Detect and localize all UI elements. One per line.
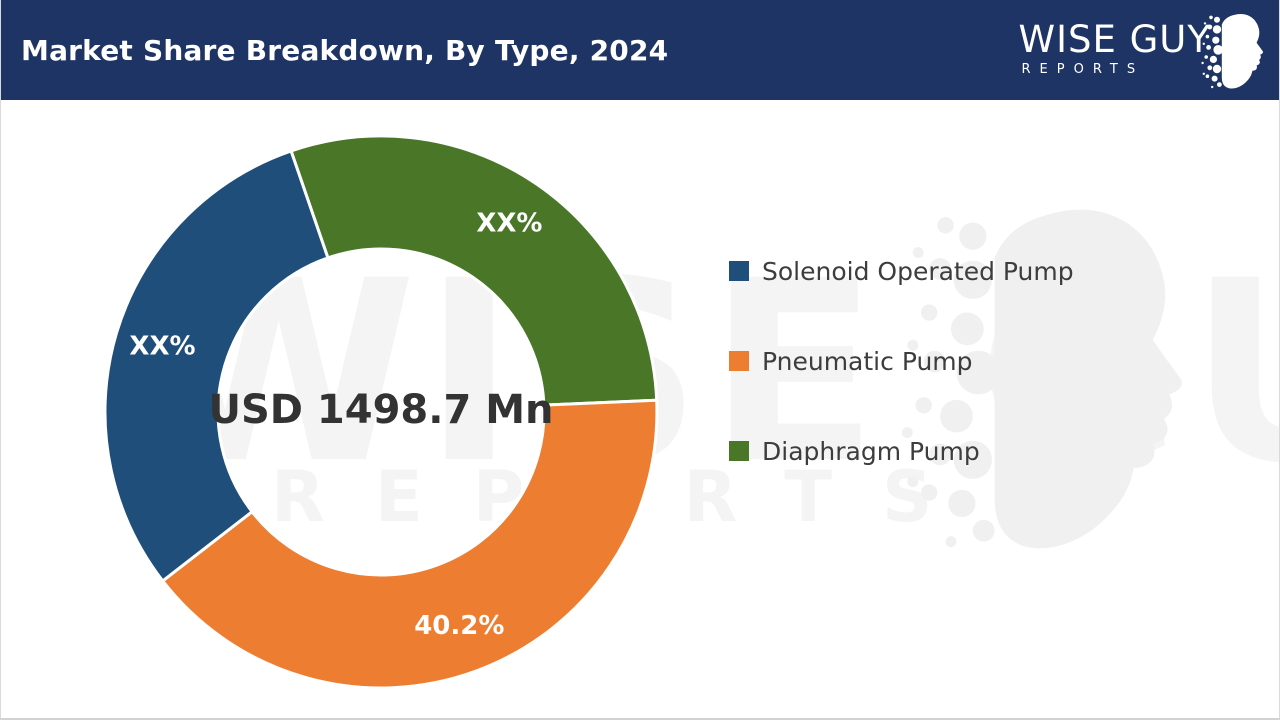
donut-center-value: USD 1498.7 Mn — [208, 387, 554, 433]
legend-swatch-green — [729, 441, 749, 461]
wise-guy-logo: WISE GUY REPORTS — [1019, 7, 1265, 93]
donut-slice-diaphragm-pump[interactable] — [289, 134, 659, 407]
legend-label: Solenoid Operated Pump — [762, 256, 1074, 286]
legend-swatch-blue — [729, 261, 749, 281]
page-title: Market Share Breakdown, By Type, 2024 — [21, 33, 669, 67]
legend-label: Pneumatic Pump — [762, 346, 973, 376]
slice-label-pneumatic-pump: 40.2% — [414, 611, 504, 641]
slice-label-diaphragm-pump: XX% — [476, 209, 542, 239]
logo-subtitle: REPORTS — [1021, 62, 1145, 77]
legend-item-pneumatic-pump[interactable]: Pneumatic Pump — [729, 346, 1074, 376]
legend-item-diaphragm-pump[interactable]: Diaphragm Pump — [729, 436, 1074, 466]
logo-wordmark: WISE GUY — [1018, 18, 1211, 61]
donut-slice-solenoid-operated-pump[interactable] — [103, 149, 330, 583]
legend-swatch-orange — [729, 351, 749, 371]
legend-label: Diaphragm Pump — [762, 436, 980, 466]
slice-label-solenoid-operated-pump: XX% — [129, 332, 195, 362]
header-bar: Market Share Breakdown, By Type, 2024 WI… — [1, 0, 1279, 100]
donut-slice-pneumatic-pump[interactable] — [161, 398, 659, 690]
legend-item-solenoid-operated-pump[interactable]: Solenoid Operated Pump — [729, 256, 1074, 286]
legend: Solenoid Operated Pump Pneumatic Pump Di… — [729, 256, 1074, 528]
